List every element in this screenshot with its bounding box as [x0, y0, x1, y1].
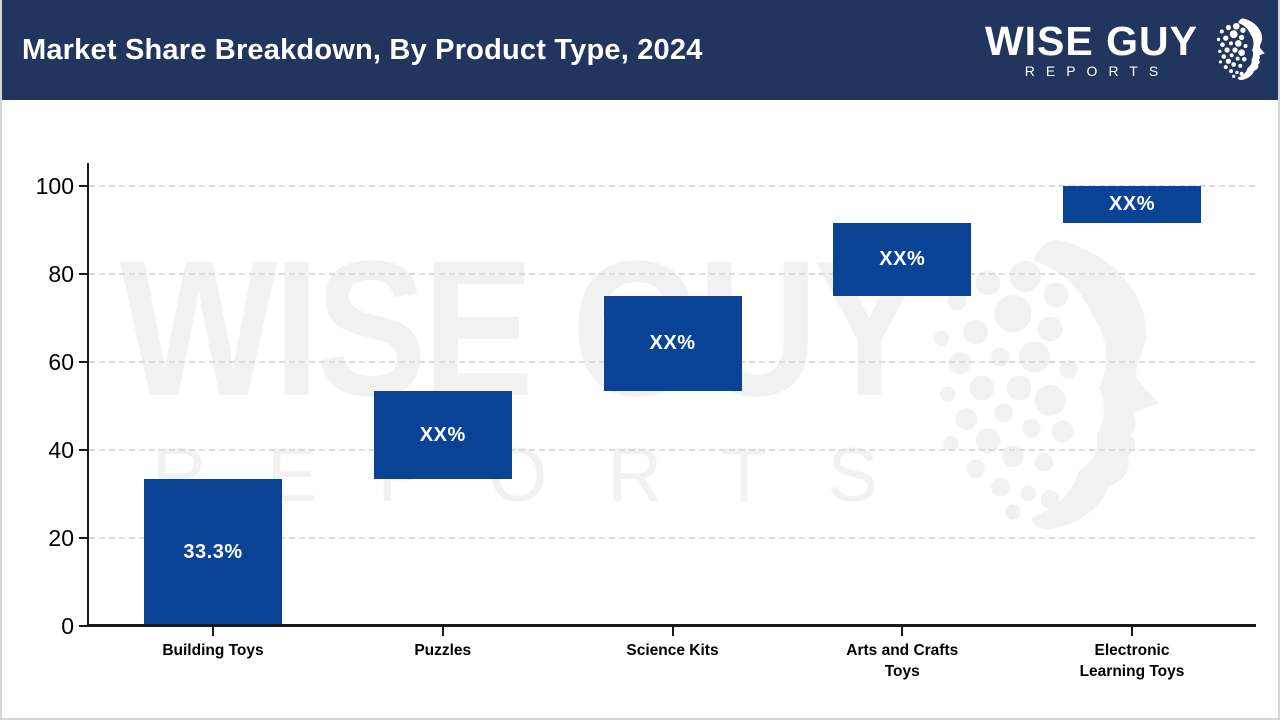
x-label-electronic-learning-toys: Electronic Learning Toys: [1079, 642, 1185, 680]
x-label-science-kits: Science Kits: [626, 642, 719, 659]
y-tick-40: [79, 449, 88, 451]
gridline-100: [89, 185, 1255, 187]
x-label-puzzles: Puzzles: [414, 642, 472, 659]
y-axis-line: [87, 163, 89, 627]
bar-electronic-learning-toys: XX%: [1063, 186, 1201, 223]
y-tick-label-100: 100: [35, 173, 74, 199]
bar-value-label-electronic-learning-toys: XX%: [1109, 192, 1155, 215]
bar-puzzles: XX%: [373, 391, 512, 480]
x-tick-science-kits: [671, 627, 674, 636]
logo-subtitle: REPORTS: [1024, 63, 1170, 79]
bar-arts-and-crafts-toys: XX%: [833, 222, 972, 297]
y-tick-label-20: 20: [48, 525, 74, 551]
x-tick-arts-and-crafts-toys: [901, 627, 904, 636]
y-tick-60: [79, 361, 88, 363]
bar-value-label-arts-and-crafts-toys: XX%: [879, 248, 926, 271]
y-tick-100: [79, 185, 88, 187]
wiseguy-head-icon: [1216, 18, 1265, 81]
x-axis-line: [87, 624, 1256, 627]
x-tick-electronic-learning-toys: [1131, 627, 1133, 636]
gridline-80: [89, 273, 1255, 275]
x-tick-puzzles: [441, 627, 444, 636]
logo-wordmark: WISE GUY: [984, 18, 1198, 64]
x-label-arts-and-crafts-toys: Arts and Crafts Toys: [846, 642, 959, 680]
bar-building-toys: 33.3%: [144, 479, 282, 626]
header-bar: Market Share Breakdown, By Product Type,…: [2, 0, 1278, 100]
logo-text: WISE GUY REPORTS: [985, 20, 1198, 80]
gridline-40: [89, 449, 1255, 451]
y-tick-20: [79, 537, 88, 539]
wiseguy-logo: WISE GUY REPORTS: [985, 10, 1268, 90]
watermark-layer: WISE GUY REPORTS: [2, 100, 1278, 714]
y-tick-label-80: 80: [48, 261, 74, 287]
watermark-text-wiseguy: WISE GUY: [120, 221, 925, 437]
bar-value-label-puzzles: XX%: [419, 423, 466, 446]
y-tick-label-0: 0: [61, 613, 74, 639]
gridline-20: [89, 537, 1255, 539]
bar-value-label-science-kits: XX%: [649, 332, 696, 355]
y-tick-80: [79, 273, 88, 275]
page-title: Market Share Breakdown, By Product Type,…: [22, 33, 703, 66]
bar-value-label-building-toys: 33.3%: [183, 541, 243, 564]
x-tick-building-toys: [212, 627, 214, 636]
y-tick-label-40: 40: [48, 437, 74, 463]
y-tick-label-60: 60: [48, 349, 74, 375]
y-tick-0: [79, 625, 88, 627]
bar-science-kits: XX%: [603, 296, 742, 392]
x-label-building-toys: Building Toys: [162, 642, 264, 659]
